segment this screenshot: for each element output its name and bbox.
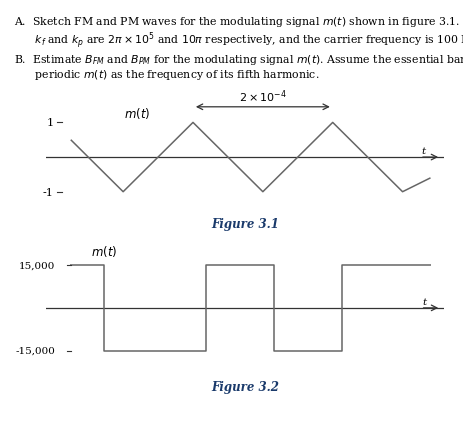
- Text: -1: -1: [43, 187, 53, 197]
- Text: t: t: [422, 297, 426, 306]
- Text: -15,000: -15,000: [15, 346, 55, 355]
- Text: Figure 3.1: Figure 3.1: [212, 217, 279, 230]
- Text: t: t: [421, 147, 425, 155]
- Text: 1: 1: [46, 118, 53, 128]
- Text: periodic $m(t)$ as the frequency of its fifth harmonic.: periodic $m(t)$ as the frequency of its …: [14, 68, 319, 82]
- Text: A.  Sketch FM and PM waves for the modulating signal $m(t)$ shown in figure 3.1.: A. Sketch FM and PM waves for the modula…: [14, 15, 463, 29]
- Text: $m(t)$: $m(t)$: [124, 105, 150, 120]
- Text: Figure 3.2: Figure 3.2: [212, 380, 279, 393]
- Text: $m(t)$: $m(t)$: [91, 244, 117, 259]
- Text: $2 \times 10^{-4}$: $2 \times 10^{-4}$: [239, 89, 287, 105]
- Text: 15,000: 15,000: [19, 261, 55, 270]
- Text: B.  Estimate $B_{FM}$ and $B_{PM}$ for the modulating signal $m(t)$. Assume the : B. Estimate $B_{FM}$ and $B_{PM}$ for th…: [14, 53, 463, 67]
- Text: $k_f$ and $k_p$ are $2\pi \times 10^5$ and $10\pi$ respectively, and the carrier: $k_f$ and $k_p$ are $2\pi \times 10^5$ a…: [14, 30, 463, 51]
